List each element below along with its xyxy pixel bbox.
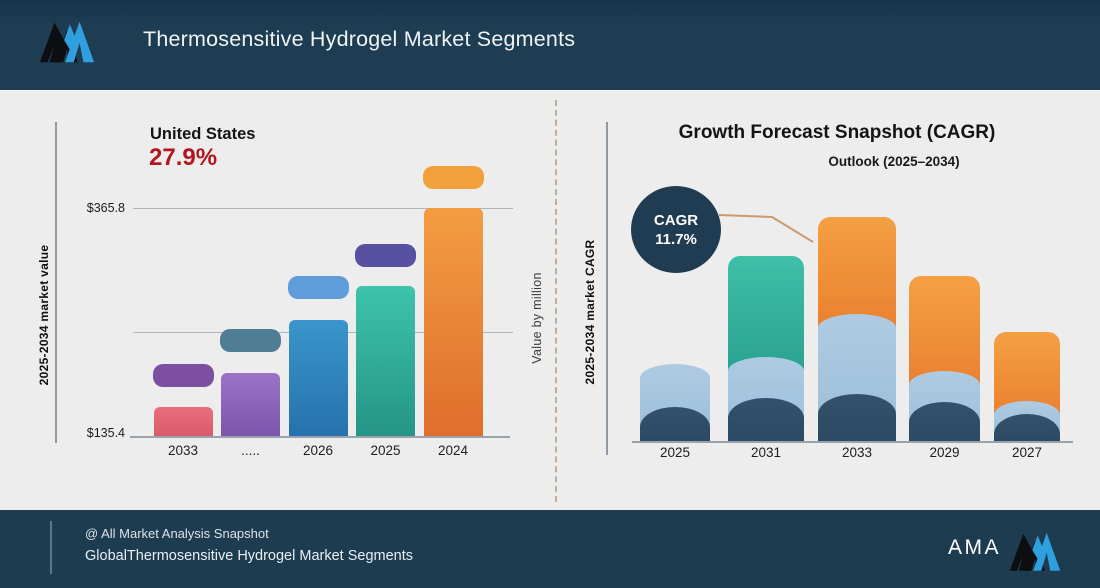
stack-2029-base (909, 402, 980, 441)
left-x-axis-line (130, 436, 510, 438)
bar-2033 (153, 406, 213, 436)
left-x-label-2026: 2026 (302, 443, 334, 458)
stack-2031-top (728, 256, 804, 371)
right-y-axis-line (606, 122, 608, 455)
right-x-label-2025: 2025 (659, 445, 691, 460)
panel-divider (555, 100, 557, 502)
footer-separator (50, 521, 52, 574)
page-title: Thermosensitive Hydrogel Market Segments (143, 27, 576, 51)
left-x-label-2033: 2033 (167, 443, 199, 458)
right-x-label-2031: 2031 (750, 445, 782, 460)
right-panel-title: Growth Forecast Snapshot (CAGR) (678, 122, 996, 143)
footer-ama-logo-icon (1009, 532, 1061, 571)
cagr-badge-label: CAGR (653, 211, 699, 229)
stack-2033-top (818, 217, 896, 328)
marker-2033 (152, 363, 214, 387)
ama-logo-icon (39, 21, 95, 63)
right-x-label-2027: 2027 (1011, 445, 1043, 460)
marker-2024 (422, 165, 484, 189)
footer-credit: @ All Market Analysis Snapshot (85, 526, 269, 541)
ytick-135: $135.4 (86, 426, 125, 440)
footer-bar: @ All Market Analysis Snapshot GlobalThe… (0, 510, 1100, 588)
left-x-label-2025: 2025 (370, 443, 401, 458)
footer-title: GlobalThermosensitive Hydrogel Market Se… (85, 548, 413, 564)
cagr-highlight-value: 27.9% (149, 144, 218, 171)
country-label: United States (150, 125, 256, 143)
footer-brand-text: AMA (948, 536, 1002, 559)
right-x-label-2029: 2029 (929, 445, 960, 460)
left-x-label-.....: ..... (241, 443, 260, 458)
marker-..... (220, 328, 281, 352)
right-panel-subtitle: Outlook (2025–2034) (828, 154, 960, 169)
ytick-365: $365.8 (86, 201, 125, 215)
cagr-badge-value: 11.7% (655, 230, 697, 248)
marker-2025 (355, 243, 416, 267)
stack-2031-base (728, 398, 804, 441)
bar-2026 (288, 319, 348, 436)
header-bar: Thermosensitive Hydrogel Market Segments (0, 0, 1100, 90)
bar-2025 (356, 285, 415, 436)
stack-2027-base (994, 414, 1060, 441)
gridline-top (133, 208, 513, 209)
bar-2024 (423, 208, 483, 436)
stack-2029-top (909, 276, 980, 385)
cagr-badge: CAGR 11.7% (631, 186, 721, 273)
stack-2033-base (818, 394, 896, 441)
left-y-axis-line (55, 122, 57, 443)
left-x-label-2024: 2024 (437, 443, 469, 458)
bar-..... (221, 373, 280, 436)
right-x-label-2033: 2033 (841, 445, 873, 460)
stack-2025-base (640, 407, 710, 441)
right-x-axis-line (632, 441, 1073, 443)
marker-2026 (287, 276, 349, 300)
